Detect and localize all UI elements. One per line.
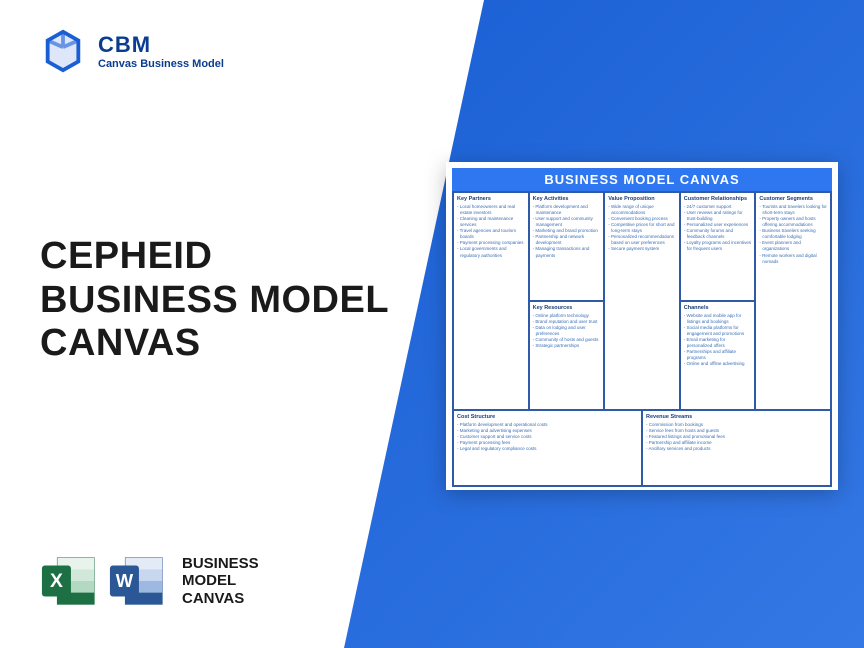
page-title: CEPHEID BUSINESS MODEL CANVAS bbox=[40, 235, 389, 366]
brand-header: CBM Canvas Business Model bbox=[40, 28, 224, 74]
cell-key-activities: Key ActivitiesPlatform development and m… bbox=[529, 192, 605, 301]
cell-key-partners: Key PartnersLocal homeowners and real es… bbox=[453, 192, 529, 410]
cell-revenue-streams: Revenue StreamsCommission from bookingsS… bbox=[642, 410, 831, 486]
cell-value-proposition: Value PropositionWide range of unique ac… bbox=[604, 192, 680, 410]
brand-title: CBM bbox=[98, 32, 224, 58]
cell-customer-segments: Customer SegmentsTourists and travelers … bbox=[755, 192, 831, 410]
cell-channels: ChannelsWebsite and mobile app for listi… bbox=[680, 301, 756, 410]
canvas-title: BUSINESS MODEL CANVAS bbox=[452, 168, 832, 191]
footer-label: BUSINESS MODEL CANVAS bbox=[182, 555, 259, 607]
cbm-logo-icon bbox=[40, 28, 86, 74]
cell-customer-relationships: Customer Relationships24/7 customer supp… bbox=[680, 192, 756, 301]
canvas-preview: BUSINESS MODEL CANVAS Key PartnersLocal … bbox=[446, 162, 838, 490]
cell-cost-structure: Cost StructurePlatform development and o… bbox=[453, 410, 642, 486]
svg-text:W: W bbox=[116, 570, 134, 591]
word-icon: W bbox=[108, 552, 166, 610]
excel-icon: X bbox=[40, 552, 98, 610]
footer-apps: X W BUSINESS MODEL CANVAS bbox=[40, 552, 259, 610]
canvas-grid: Key PartnersLocal homeowners and real es… bbox=[452, 191, 832, 487]
brand-subtitle: Canvas Business Model bbox=[98, 58, 224, 70]
cell-key-resources: Key ResourcesOnline platform technologyB… bbox=[529, 301, 605, 410]
svg-text:X: X bbox=[50, 571, 63, 592]
